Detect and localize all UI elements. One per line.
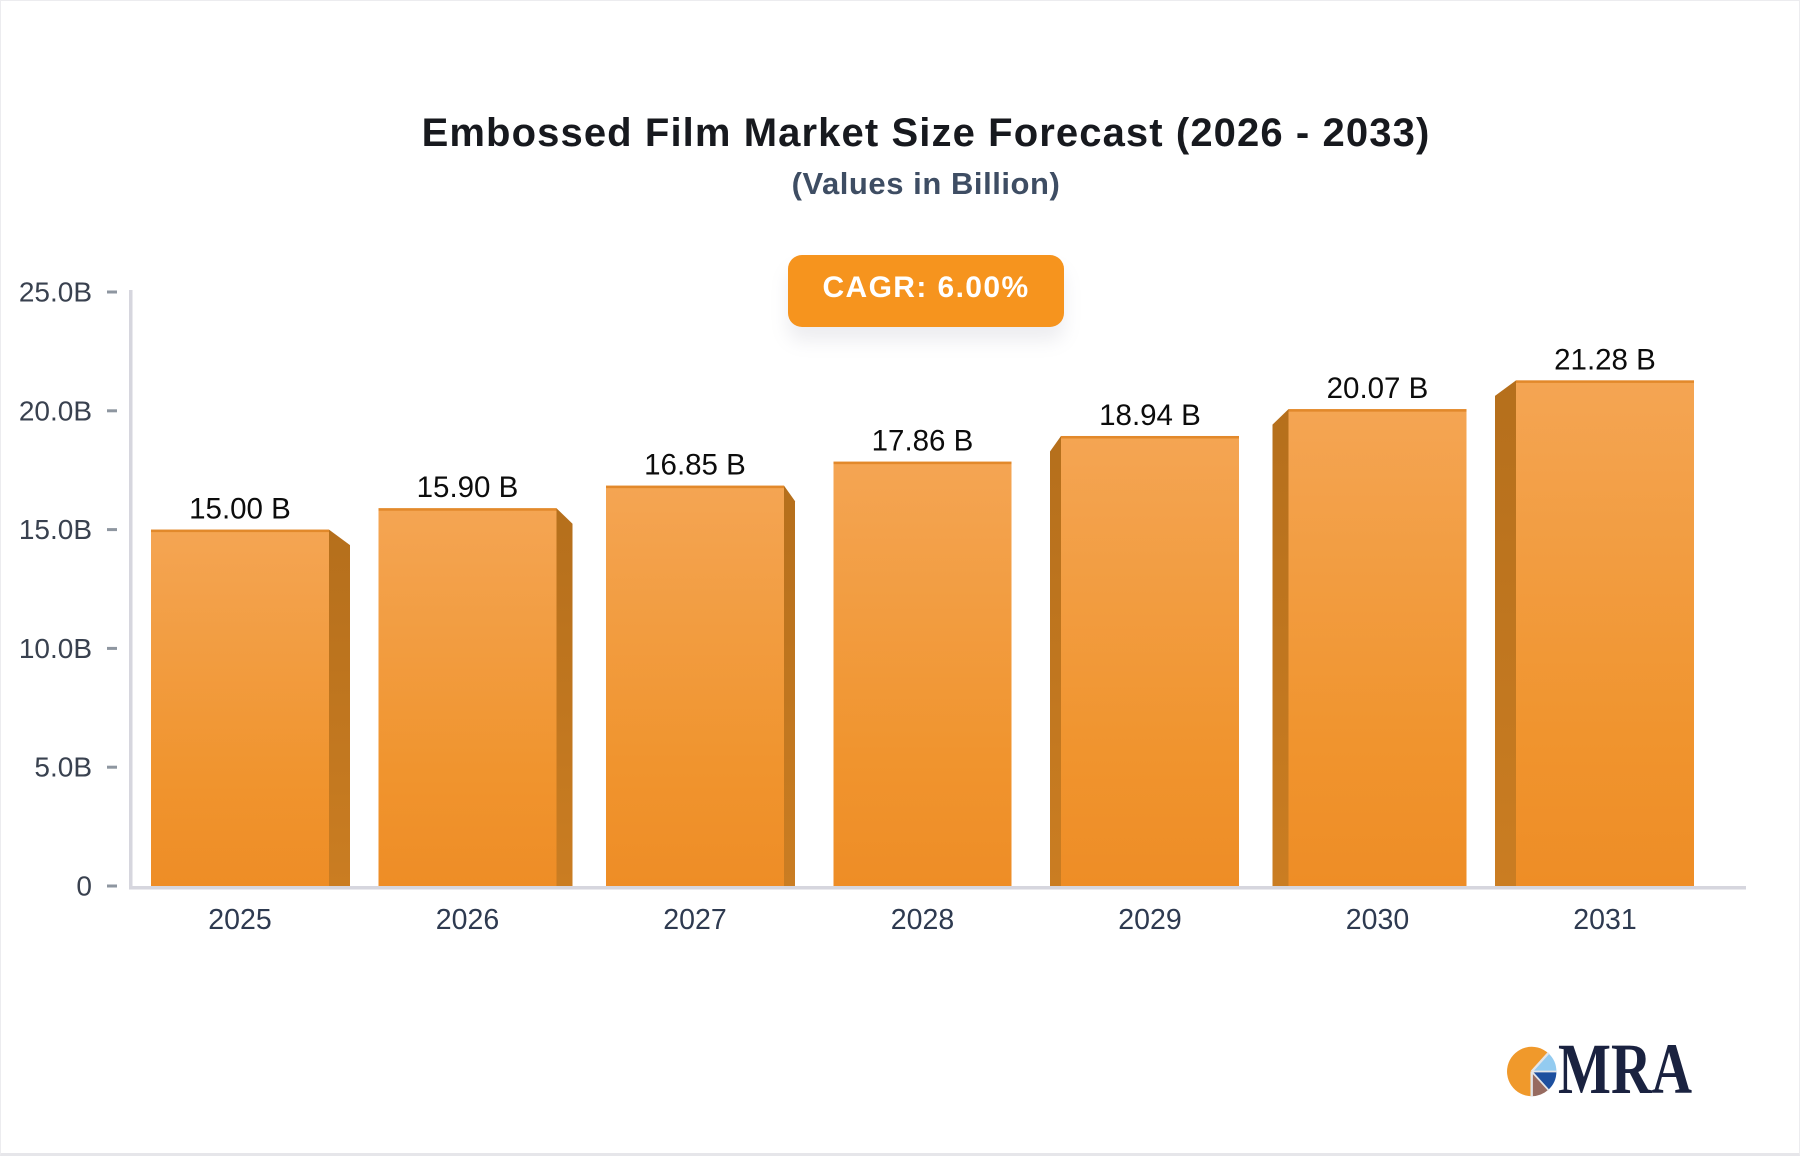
svg-text:0: 0	[76, 871, 92, 902]
svg-text:15.00 B: 15.00 B	[189, 493, 291, 526]
svg-text:5.0B: 5.0B	[34, 752, 92, 783]
svg-text:2027: 2027	[663, 904, 726, 936]
svg-text:2028: 2028	[891, 904, 954, 936]
svg-text:20.0B: 20.0B	[19, 395, 92, 426]
svg-text:18.94 B: 18.94 B	[1099, 399, 1201, 432]
svg-text:15.0B: 15.0B	[19, 514, 92, 545]
svg-text:21.28 B: 21.28 B	[1554, 343, 1656, 376]
svg-text:2030: 2030	[1346, 904, 1409, 936]
svg-text:2031: 2031	[1573, 904, 1636, 936]
svg-text:2025: 2025	[208, 904, 271, 936]
svg-text:17.86 B: 17.86 B	[872, 425, 974, 458]
svg-text:2029: 2029	[1118, 904, 1181, 936]
svg-text:MRA: MRA	[1558, 1029, 1692, 1109]
svg-text:25.0B: 25.0B	[19, 277, 92, 308]
svg-text:15.90 B: 15.90 B	[417, 471, 519, 504]
svg-text:2026: 2026	[436, 904, 499, 936]
svg-text:20.07 B: 20.07 B	[1327, 372, 1429, 405]
svg-text:10.0B: 10.0B	[19, 633, 92, 664]
svg-text:16.85 B: 16.85 B	[644, 449, 746, 482]
